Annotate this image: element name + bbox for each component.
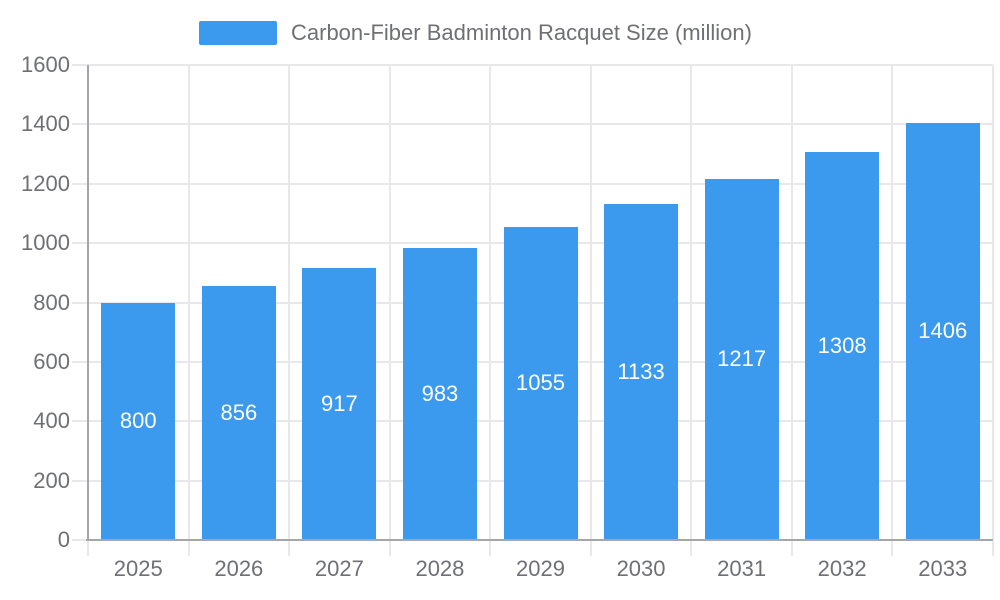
x-axis-tick-label: 2025 (113, 556, 163, 581)
gridline-horizontal (88, 182, 993, 185)
bar-value-label: 1055 (516, 370, 565, 396)
bar[interactable] (604, 203, 679, 539)
x-axis-line (86, 539, 993, 541)
y-axis-tick (72, 420, 88, 423)
bar[interactable] (704, 178, 779, 539)
y-axis-tick-label: 800 (33, 289, 70, 315)
gridline-horizontal (88, 64, 993, 66)
x-axis-tick (288, 541, 291, 556)
x-axis-tick-label: 2031 (717, 556, 767, 581)
bar-value-label: 1133 (617, 358, 665, 384)
bar-value-label: 983 (421, 381, 459, 407)
y-axis-line (87, 65, 89, 541)
x-axis-tick (992, 541, 994, 556)
gridline-vertical (288, 65, 291, 540)
gridline-vertical (790, 65, 793, 540)
y-axis-tick (72, 360, 88, 363)
x-axis-tick-label: 2027 (314, 556, 364, 581)
x-axis-tick-label: 2033 (918, 556, 968, 581)
bar[interactable] (302, 267, 377, 539)
gridline-vertical (388, 65, 391, 540)
bar-value-label: 856 (220, 399, 258, 425)
x-axis-tick (589, 541, 592, 556)
x-axis-tick-label: 2032 (817, 556, 867, 581)
x-axis-tick (690, 541, 693, 556)
bar-value-label: 1217 (717, 346, 767, 372)
x-axis-tick (489, 541, 492, 556)
y-axis-tick-label: 1200 (21, 170, 70, 196)
y-axis-tick-label: 200 (33, 467, 70, 493)
bar[interactable] (101, 302, 176, 539)
x-axis-tick (388, 541, 391, 556)
x-axis-tick-label: 2030 (616, 556, 666, 581)
legend-label: Carbon-Fiber Badminton Racquet Size (mil… (291, 20, 752, 45)
legend-swatch-icon (199, 21, 277, 45)
y-axis-tick-label: 600 (33, 348, 70, 374)
y-axis-tick-label: 1600 (21, 52, 70, 77)
gridline-vertical (690, 65, 693, 540)
bar[interactable] (201, 285, 276, 539)
y-axis-tick-label: 1000 (21, 230, 70, 256)
y-axis-tick (72, 479, 88, 482)
bar[interactable] (402, 248, 477, 539)
bar[interactable] (503, 226, 578, 539)
y-axis-tick-label: 400 (33, 408, 70, 434)
x-axis-tick (891, 541, 894, 556)
bar-value-label: 800 (119, 408, 157, 434)
bar-value-label: 1406 (918, 318, 968, 344)
x-axis-tick-label: 2029 (516, 556, 565, 581)
gridline-horizontal (88, 123, 993, 126)
gridline-vertical (891, 65, 894, 540)
y-axis-tick (72, 539, 88, 541)
bar[interactable] (805, 151, 880, 539)
y-axis-tick (72, 301, 88, 304)
gridline-vertical (187, 65, 190, 540)
x-axis-tick (790, 541, 793, 556)
y-axis-tick (72, 242, 88, 245)
bar-value-label: 917 (321, 390, 358, 416)
y-axis-tick-label: 1400 (21, 111, 70, 137)
bar-value-label: 1308 (817, 332, 867, 358)
y-axis-tick (72, 64, 88, 66)
y-axis-tick (72, 123, 88, 126)
y-axis-tick-label: 0 (57, 527, 70, 552)
gridline-vertical (992, 65, 994, 540)
gridline-vertical (489, 65, 492, 540)
x-axis-tick-label: 2026 (214, 556, 264, 581)
x-axis-tick (87, 541, 89, 556)
bar[interactable] (905, 122, 980, 539)
legend[interactable]: Carbon-Fiber Badminton Racquet Size (mil… (199, 19, 752, 47)
x-axis-tick-label: 2028 (415, 556, 465, 581)
x-axis-tick (187, 541, 190, 556)
gridline-vertical (589, 65, 592, 540)
y-axis-tick (72, 182, 88, 185)
